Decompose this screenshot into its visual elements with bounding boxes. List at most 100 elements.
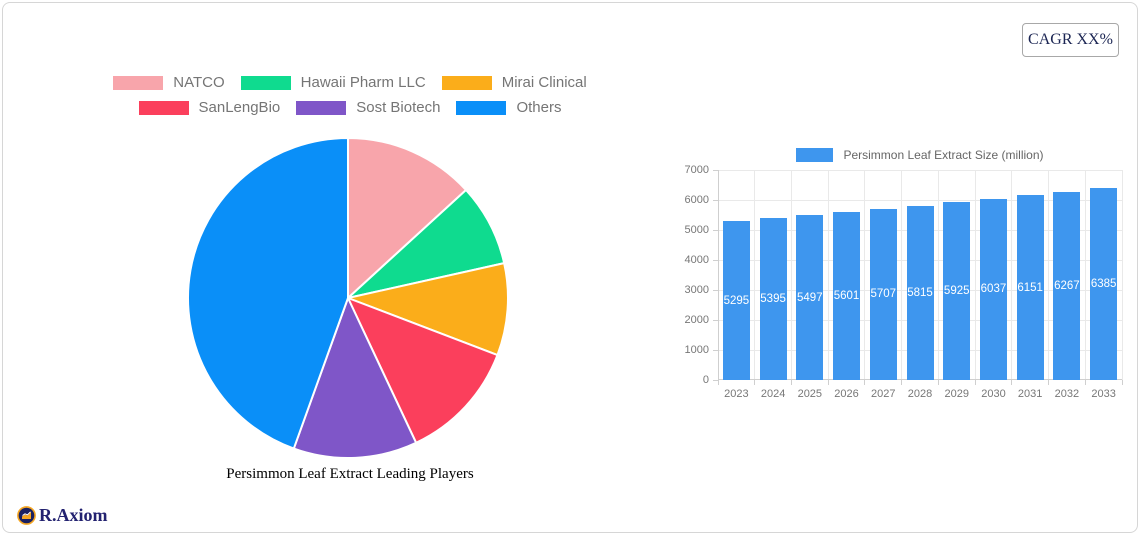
bar-value-2032: 6267 xyxy=(1054,279,1080,292)
gridline-x xyxy=(1084,170,1086,380)
legend-item-sanlengbio[interactable]: SanLengBio xyxy=(138,99,281,116)
bar-chart-legend[interactable]: Persimmon Leaf Extract Size (million) xyxy=(718,147,1122,163)
bar-2028[interactable] xyxy=(906,205,934,380)
ytick-mark xyxy=(713,199,718,201)
legend-swatch-natco xyxy=(113,75,164,90)
bar-value-2030: 6037 xyxy=(980,283,1007,296)
cagr-button[interactable]: CAGR XX% xyxy=(1022,23,1119,57)
y-axis-label-6000: 6000 xyxy=(684,194,709,206)
legend-swatch-sost-biotech xyxy=(296,100,347,115)
bar-value-2027: 5707 xyxy=(870,288,897,301)
pie-legend-row: SanLengBio Sost Biotech Others xyxy=(138,99,561,116)
x-axis-label-2027: 2027 xyxy=(871,388,896,400)
x-axis-label-2029: 2029 xyxy=(944,388,969,400)
y-axis-label-1000: 1000 xyxy=(684,344,709,356)
legend-item-mirai-clinical[interactable]: Mirai Clinical xyxy=(441,74,587,91)
xtick-mark xyxy=(937,380,939,385)
gridline-x xyxy=(1048,170,1050,380)
gridline-x xyxy=(1121,170,1123,380)
y-axis-label-7000: 7000 xyxy=(684,164,709,176)
pie-slice-others[interactable] xyxy=(187,137,349,450)
xtick-mark xyxy=(827,380,829,385)
pie-legend: NATCO Hawaii Pharm LLC Mirai Clinical SanLe… xyxy=(0,74,700,116)
gridline-x xyxy=(1011,170,1013,380)
bar-2032[interactable] xyxy=(1053,192,1081,380)
bar-value-2028: 5815 xyxy=(907,286,933,299)
gridline-y-7000 xyxy=(718,169,1122,171)
bar-value-2031: 6151 xyxy=(1017,281,1043,294)
bar-value-2024: 5395 xyxy=(760,293,786,306)
legend-swatch-mirai-clinical xyxy=(441,75,492,90)
pie-chart xyxy=(187,137,509,459)
xtick-mark xyxy=(1121,380,1123,385)
bar-2033[interactable] xyxy=(1090,188,1118,380)
pie-legend-row: NATCO Hawaii Pharm LLC Mirai Clinical xyxy=(113,74,587,91)
y-axis-label-0: 0 xyxy=(702,374,709,386)
ytick-mark xyxy=(713,169,718,171)
bar-chart: 0 1000 2000 3000 4000 5000 6000 7000 5295 2023 539… xyxy=(685,164,1123,400)
legend-swatch-hawaii-pharm-llc xyxy=(240,75,291,90)
pie-slice-natco[interactable] xyxy=(347,137,467,299)
legend-label: SanLengBio xyxy=(198,99,281,116)
xtick-mark xyxy=(790,380,792,385)
gridline-x xyxy=(901,170,903,380)
x-axis-label-2033: 2033 xyxy=(1091,388,1116,400)
ytick-mark xyxy=(713,289,718,291)
legend-item-others[interactable]: Others xyxy=(456,99,561,116)
bar-2029[interactable] xyxy=(943,202,971,380)
xtick-mark xyxy=(1084,380,1086,385)
ytick-mark xyxy=(713,319,718,321)
bar-value-2033: 6385 xyxy=(1090,278,1117,291)
x-axis-label-2028: 2028 xyxy=(907,388,933,400)
gridline-y-6000 xyxy=(718,199,1122,201)
xtick-mark xyxy=(974,380,976,385)
legend-swatch-sanlengbio xyxy=(138,100,189,115)
legend-item-sost-biotech[interactable]: Sost Biotech xyxy=(296,99,440,116)
ytick-mark xyxy=(713,349,718,351)
gridline-x xyxy=(827,170,829,380)
legend-label: Mirai Clinical xyxy=(501,74,587,91)
pie-slice-sost-biotech[interactable] xyxy=(292,297,418,459)
bar-legend-label: Persimmon Leaf Extract Size (million) xyxy=(843,148,1044,162)
legend-item-hawaii-pharm-llc[interactable]: Hawaii Pharm LLC xyxy=(240,74,426,91)
y-axis-line xyxy=(718,170,719,380)
bar-2024[interactable] xyxy=(759,218,787,380)
xtick-mark xyxy=(754,380,756,385)
logo-text: R.Axiom xyxy=(39,505,108,525)
x-axis-label-2032: 2032 xyxy=(1054,388,1080,400)
logo[interactable]: R.Axiom xyxy=(17,505,108,526)
bar-2023[interactable] xyxy=(722,221,750,380)
legend-label: Hawaii Pharm LLC xyxy=(300,74,426,91)
legend-item-natco[interactable]: NATCO xyxy=(113,74,225,91)
bar-2031[interactable] xyxy=(1016,195,1044,380)
x-axis-label-2023: 2023 xyxy=(724,388,749,400)
legend-swatch-others xyxy=(456,100,507,115)
y-axis-label-2000: 2000 xyxy=(684,314,709,326)
pie-slice-sanlengbio[interactable] xyxy=(347,297,499,444)
bar-2030[interactable] xyxy=(979,198,1007,380)
xtick-mark xyxy=(1011,380,1013,385)
legend-label: NATCO xyxy=(173,74,225,91)
y-axis-label-5000: 5000 xyxy=(684,224,709,236)
x-axis-label-2030: 2030 xyxy=(981,388,1006,400)
bar-2025[interactable] xyxy=(796,215,824,380)
ytick-mark xyxy=(713,229,718,231)
bar-2026[interactable] xyxy=(833,211,861,380)
xtick-mark xyxy=(864,380,866,385)
bar-value-2029: 5925 xyxy=(943,285,970,298)
x-axis-label-2025: 2025 xyxy=(797,388,823,400)
ytick-mark xyxy=(713,379,718,381)
gridline-x xyxy=(754,170,756,380)
bar-value-2026: 5601 xyxy=(833,289,860,302)
bar-2027[interactable] xyxy=(869,208,897,380)
bar-value-2023: 5295 xyxy=(723,294,750,307)
gridline-x xyxy=(974,170,976,380)
pie-title: Persimmon Leaf Extract Leading Players xyxy=(226,466,474,482)
gridline-x xyxy=(864,170,866,380)
y-axis-label-3000: 3000 xyxy=(684,284,709,296)
bar-value-2025: 5497 xyxy=(797,291,823,304)
gridline-x xyxy=(790,170,792,380)
pie-slice-mirai-clinical[interactable] xyxy=(347,262,509,357)
gridline-x xyxy=(937,170,939,380)
